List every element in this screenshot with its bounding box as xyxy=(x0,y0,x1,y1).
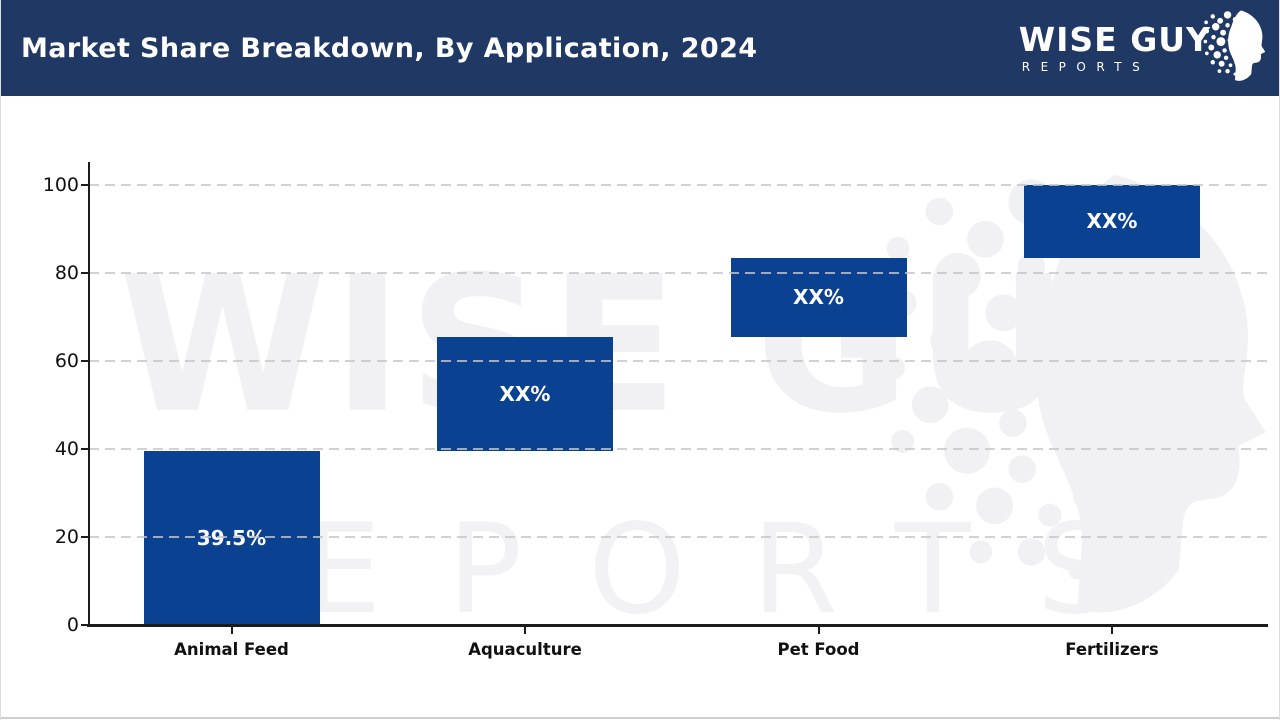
gridline-y-40 xyxy=(89,448,1267,450)
logo-head-icon xyxy=(1203,10,1266,81)
y-tick-label-80: 80 xyxy=(54,262,79,284)
y-tick-mark-80 xyxy=(81,272,89,274)
bar-pet-food: XX% xyxy=(730,257,907,337)
gridline-y-60 xyxy=(89,360,1267,362)
y-tick-label-100: 100 xyxy=(42,174,79,196)
logo-text: WISE GUY REPORTS xyxy=(1018,19,1211,74)
bar-value-label-animal-feed: 39.5% xyxy=(196,526,267,551)
gridline-y-80 xyxy=(89,272,1267,274)
x-tick-mark-fertilizers xyxy=(1111,626,1113,634)
x-tick-mark-animal-feed xyxy=(230,626,233,634)
bar-fertilizers: XX% xyxy=(1024,185,1200,258)
logo-wise-guy-label: WISE GUY xyxy=(1018,19,1211,59)
x-axis-line xyxy=(87,624,1268,627)
y-tick-label-0: 0 xyxy=(66,614,79,636)
gridline-y-100 xyxy=(89,184,1267,186)
bar-aquaculture: XX% xyxy=(437,336,613,452)
bar-value-label-fertilizers: XX% xyxy=(1086,209,1138,234)
y-tick-label-40: 40 xyxy=(54,438,79,460)
x-category-label-pet-food: Pet Food xyxy=(777,640,860,659)
y-tick-mark-0 xyxy=(81,624,89,626)
page-title: Market Share Breakdown, By Application, … xyxy=(21,32,758,64)
x-tick-mark-pet-food xyxy=(817,626,820,634)
header-bar: Market Share Breakdown, By Application, … xyxy=(1,0,1279,96)
gridline-y-20 xyxy=(89,536,1267,538)
bar-value-label-pet-food: XX% xyxy=(793,285,844,310)
y-tick-label-60: 60 xyxy=(54,350,79,372)
x-category-label-fertilizers: Fertilizers xyxy=(1065,640,1159,659)
y-tick-mark-20 xyxy=(81,536,89,538)
bar-value-label-aquaculture: XX% xyxy=(499,381,551,406)
wise-guy-reports-logo: WISE GUY REPORTS xyxy=(1019,4,1269,92)
x-tick-mark-aquaculture xyxy=(524,626,526,634)
bar-animal-feed: 39.5% xyxy=(143,451,320,625)
y-tick-label-20: 20 xyxy=(54,526,79,548)
logo-reports-label: REPORTS xyxy=(1021,59,1151,74)
watermark-text-wise-guy: WISE GUY xyxy=(119,236,1217,455)
y-tick-mark-60 xyxy=(81,360,89,362)
y-tick-mark-100 xyxy=(81,184,89,186)
x-category-label-animal-feed: Animal Feed xyxy=(174,640,289,659)
y-axis-line xyxy=(88,162,90,627)
bottom-border-line xyxy=(1,717,1279,719)
y-tick-mark-40 xyxy=(81,448,89,450)
x-category-label-aquaculture: Aquaculture xyxy=(468,640,582,659)
